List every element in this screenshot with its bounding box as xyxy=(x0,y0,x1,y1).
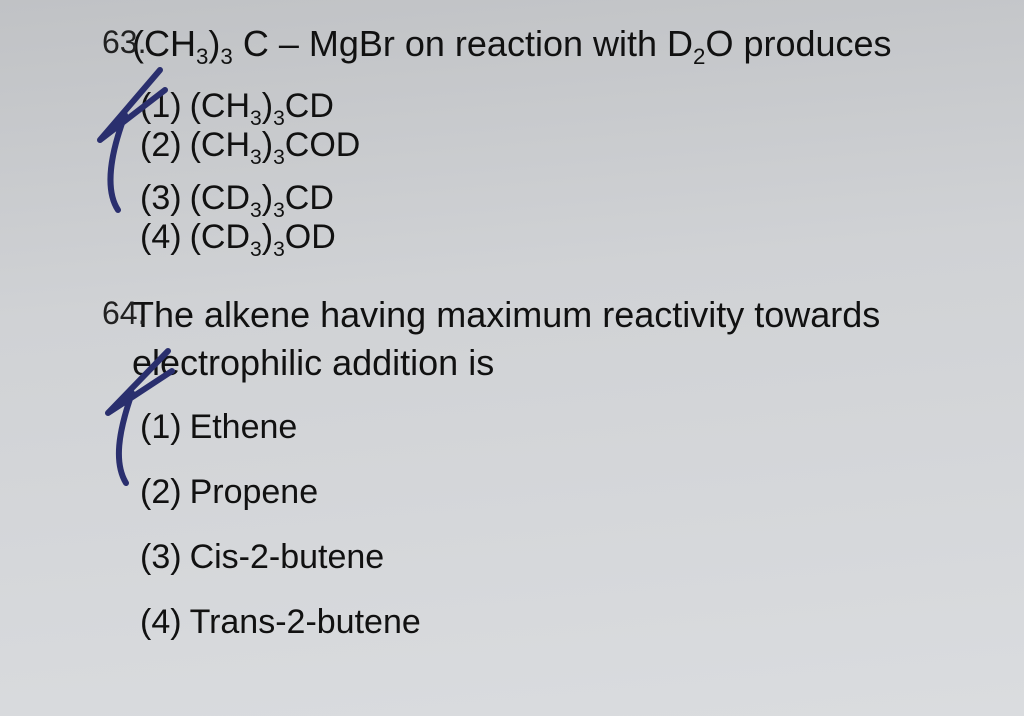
q63-opt-2-num: (2) xyxy=(140,126,182,165)
page: 63. (CH3)3 C – MgBr on reaction with D2O… xyxy=(0,0,1024,716)
q63-opt-4: (4) (CD3)3OD xyxy=(140,218,560,257)
q63-stem: (CH3)3 C – MgBr on reaction with D2O pro… xyxy=(132,20,984,69)
q64-opt-4-text: Trans-2-butene xyxy=(190,603,421,642)
q64-opt-3-text: Cis-2-butene xyxy=(190,538,385,577)
q63-opt-3-num: (3) xyxy=(140,179,182,218)
q64-stem-line2: electrophilic addition is xyxy=(132,342,494,383)
q63-opt-1: (1) (CH3)3CD xyxy=(140,87,580,126)
q63-opt-3: (3) (CD3)3CD xyxy=(140,179,580,218)
q63-number: 63. xyxy=(102,24,146,61)
q64-opt-1: (1) Ethene xyxy=(140,408,994,447)
q64-opt-1-num: (1) xyxy=(140,408,182,447)
q64-opt-4: (4) Trans-2-butene xyxy=(140,603,994,642)
q64-options: (1) Ethene (2) Propene (3) Cis-2-butene … xyxy=(140,408,994,642)
q64-number: 64. xyxy=(102,295,146,332)
q63-opt-4-num: (4) xyxy=(140,218,182,257)
q63-opt-2: (2) (CH3)3COD xyxy=(140,126,560,165)
q63-opt-3-text: (CD3)3CD xyxy=(190,179,334,218)
q64-opt-2-num: (2) xyxy=(140,473,182,512)
q63-opt-2-text: (CH3)3COD xyxy=(190,126,361,165)
q64-opt-2-text: Propene xyxy=(190,473,319,512)
q63-opt-4-text: (CD3)3OD xyxy=(190,218,336,257)
q64-opt-4-num: (4) xyxy=(140,603,182,642)
q64-opt-3: (3) Cis-2-butene xyxy=(140,538,994,577)
q64-opt-2: (2) Propene xyxy=(140,473,994,512)
q63-opt-1-num: (1) xyxy=(140,87,182,126)
question-64: 64. The alkene having maximum reactivity… xyxy=(60,291,994,642)
q63-opt-1-text: (CH3)3CD xyxy=(190,87,334,126)
q64-stem: The alkene having maximum reactivity tow… xyxy=(132,291,984,388)
q63-options: (1) (CH3)3CD (2) (CH3)3COD (3) (CD3)3CD … xyxy=(140,87,994,257)
q63-stem-text: (CH3)3 C – MgBr on reaction with D2O pro… xyxy=(132,23,892,64)
q64-opt-3-num: (3) xyxy=(140,538,182,577)
question-63: 63. (CH3)3 C – MgBr on reaction with D2O… xyxy=(60,20,994,257)
q64-opt-1-text: Ethene xyxy=(190,408,298,447)
q64-stem-line1: The alkene having maximum reactivity tow… xyxy=(132,294,880,335)
